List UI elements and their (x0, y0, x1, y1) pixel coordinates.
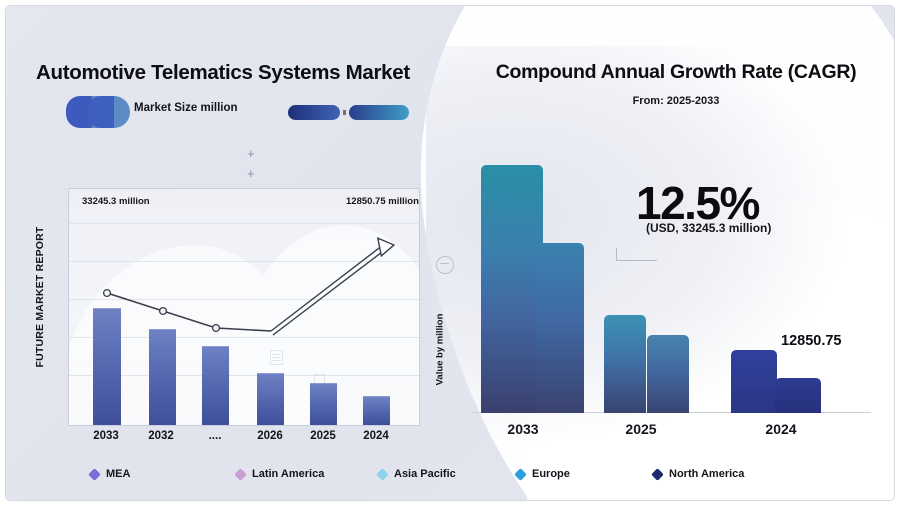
left-chart-plot (68, 188, 420, 426)
legend-item-north-america[interactable]: North America (651, 467, 745, 481)
left-chart-note-end: 12850.75 million (346, 196, 419, 207)
bar-2024 (363, 396, 390, 425)
legend-dot-icon (88, 467, 101, 481)
bar-ellipsis (202, 346, 229, 425)
legend-label: Latin America (252, 468, 325, 480)
cagr-value: 12.5% (636, 177, 760, 229)
bar-2025-front (604, 315, 646, 413)
legend-dot-icon (514, 467, 527, 481)
x-label-2025: 2025 (625, 421, 657, 437)
legend-item-latin-america[interactable]: Latin America (234, 467, 325, 481)
legend-label: MEA (106, 468, 131, 480)
x-label-2025: 2025 (310, 430, 336, 442)
legend-pill-secondary (349, 105, 409, 120)
bar-2026 (257, 373, 284, 425)
x-label-ellipsis: .... (208, 430, 222, 442)
x-label-2033: 2033 (507, 421, 539, 437)
trend-line-overlay (102, 237, 396, 336)
axis-tick-decoration (616, 248, 657, 261)
left-chart-x-axis: 2033 2032 .... 2026 2025 2024 (68, 430, 418, 448)
left-chart-value-axis-label: Value by million (434, 313, 446, 386)
x-label-2024: 2024 (363, 430, 389, 442)
bar-2025-back (647, 335, 689, 413)
x-label-2032: 2032 (148, 430, 174, 442)
logo-row: Market Size million (66, 94, 409, 130)
legend-dot-icon (234, 467, 247, 481)
legend-item-asia-pacific[interactable]: Asia Pacific (376, 467, 456, 481)
x-label-2024: 2024 (765, 421, 797, 437)
bar-2025 (310, 383, 337, 425)
bar-2032 (149, 329, 176, 425)
bar-2024-front (731, 350, 777, 413)
document-watermark-icon (270, 350, 283, 365)
legend-dot-icon (651, 467, 664, 481)
x-label-2033: 2033 (93, 430, 119, 442)
legend-label: Asia Pacific (394, 468, 456, 480)
square-watermark-icon (314, 374, 325, 386)
chart-legend: MEA Latin America Asia Pacific Europe No… (68, 467, 838, 492)
legend-label: Europe (532, 468, 570, 480)
right-chart-title: Compound Annual Growth Rate (CAGR) (495, 61, 857, 83)
legend-item-europe[interactable]: Europe (514, 467, 570, 481)
legend-dot-icon (376, 467, 389, 481)
left-chart-note-start: 33245.3 million (82, 196, 150, 207)
bar-2033-back (536, 243, 584, 413)
logo-label: Market Size million (134, 102, 238, 114)
plus-icon: + (247, 166, 255, 181)
left-y-axis-label: FUTURE MARKET REPORT (34, 226, 46, 368)
zoom-out-icon (436, 256, 454, 274)
legend-label: North America (669, 468, 745, 480)
bar-2024-back (775, 378, 821, 413)
brand-logo-icon (66, 96, 130, 128)
poster-frame: Automotive Telematics Systems Market Mar… (6, 6, 894, 500)
bar-2033 (93, 308, 121, 425)
x-label-2026: 2026 (257, 430, 283, 442)
bar-2033-front (481, 165, 543, 413)
data-label-12850: 12850.75 (781, 333, 842, 349)
left-chart-title: Automotive Telematics Systems Market (36, 61, 410, 84)
cagr-note: (USD, 33245.3 million) (646, 221, 772, 235)
plus-icon: + (247, 146, 255, 161)
right-chart-plot: 12850.75 2033 2025 2024 (461, 146, 881, 437)
right-chart-subtitle: From: 2025-2033 (632, 95, 720, 107)
pill-separator-icon (343, 110, 346, 115)
legend-item-mea[interactable]: MEA (88, 467, 131, 481)
legend-pill-primary (288, 105, 340, 120)
